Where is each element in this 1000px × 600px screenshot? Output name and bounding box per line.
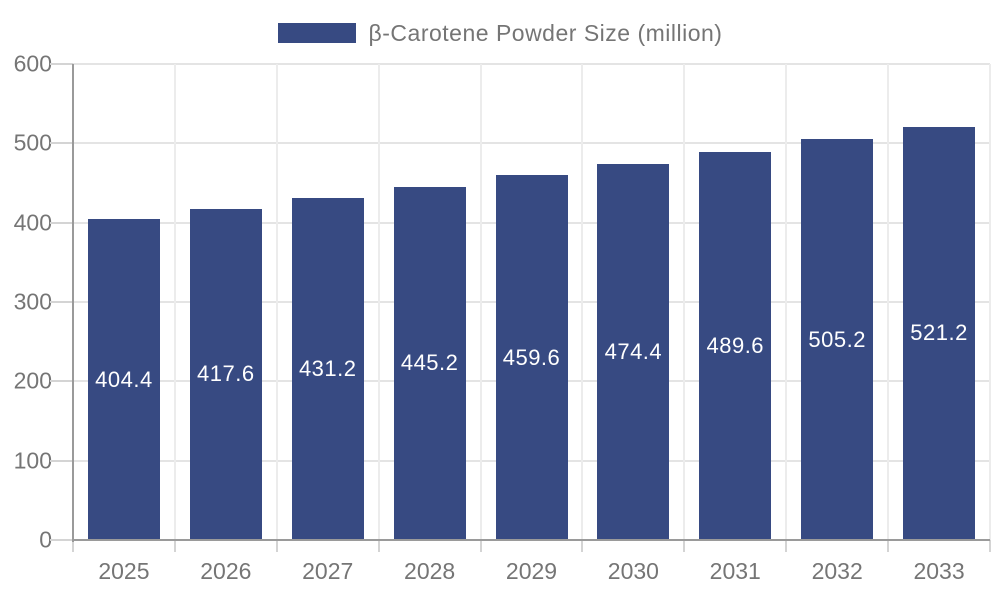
x-axis-tick [989, 540, 991, 552]
y-tick-label: 200 [13, 367, 52, 394]
x-tick-label: 2025 [98, 558, 150, 584]
bar-value-label: 445.2 [400, 350, 459, 376]
legend-item[interactable]: β-Carotene Powder Size (million) [0, 12, 1000, 54]
x-axis-tick [72, 540, 74, 552]
legend-label: β-Carotene Powder Size (million) [368, 19, 723, 46]
y-tick-label: 300 [13, 288, 52, 315]
v-gridline [887, 64, 890, 540]
y-axis-tick [50, 301, 73, 303]
v-gridline [989, 64, 991, 540]
bar: 474.4 [597, 163, 670, 540]
bar: 459.6 [495, 175, 568, 540]
bar-value-label: 459.6 [502, 344, 561, 370]
v-gridline [479, 64, 482, 540]
x-tick-label: 2028 [404, 558, 456, 584]
y-axis-tick [50, 539, 73, 541]
bar: 489.6 [699, 151, 772, 540]
v-gridline [377, 64, 380, 540]
bar-value-label: 417.6 [197, 361, 255, 387]
x-tick-label: 2026 [200, 558, 252, 584]
bar: 417.6 [189, 208, 262, 540]
bar-value-label: 404.4 [95, 366, 153, 392]
y-axis-tick [50, 221, 73, 224]
x-axis-tick [581, 540, 584, 552]
x-tick-label: 2029 [505, 558, 558, 584]
x-tick-label: 2033 [913, 558, 965, 584]
v-gridline [581, 64, 584, 540]
x-axis-tick [173, 540, 176, 552]
y-tick-label: 0 [39, 526, 52, 553]
v-gridline [785, 64, 788, 540]
h-gridline [73, 142, 990, 145]
x-axis-tick [887, 540, 890, 552]
y-axis-tick [50, 142, 73, 145]
v-gridline [173, 64, 176, 540]
legend-swatch-icon [277, 23, 356, 43]
y-tick-label: 500 [13, 129, 52, 156]
bar: 505.2 [801, 139, 874, 540]
x-axis-tick [275, 540, 278, 552]
x-tick-label: 2031 [709, 558, 761, 584]
bar: 445.2 [393, 186, 466, 540]
y-axis-tick [50, 380, 73, 383]
x-axis-tick [785, 540, 788, 552]
y-axis-line [72, 64, 74, 542]
bar-value-label: 431.2 [298, 355, 357, 381]
x-axis-tick [683, 540, 686, 552]
h-gridline [73, 63, 990, 65]
y-tick-label: 100 [13, 447, 52, 474]
bar: 431.2 [291, 197, 364, 540]
bar: 404.4 [87, 219, 160, 540]
y-tick-label: 400 [13, 209, 52, 236]
bar-value-label: 489.6 [706, 332, 765, 358]
x-axis-line [73, 539, 990, 541]
bar: 521.2 [903, 126, 976, 540]
y-axis-tick [50, 459, 73, 462]
bar-value-label: 474.4 [604, 338, 663, 364]
x-tick-label: 2030 [607, 558, 659, 584]
x-axis-tick [377, 540, 380, 552]
bar-value-label: 521.2 [910, 320, 968, 346]
bar-value-label: 505.2 [808, 326, 866, 352]
v-gridline [683, 64, 686, 540]
y-tick-label: 600 [13, 50, 52, 77]
v-gridline [275, 64, 278, 540]
x-tick-label: 2027 [302, 558, 354, 584]
y-axis-tick [50, 63, 73, 65]
x-tick-label: 2032 [811, 558, 863, 584]
x-axis-tick [479, 540, 482, 552]
